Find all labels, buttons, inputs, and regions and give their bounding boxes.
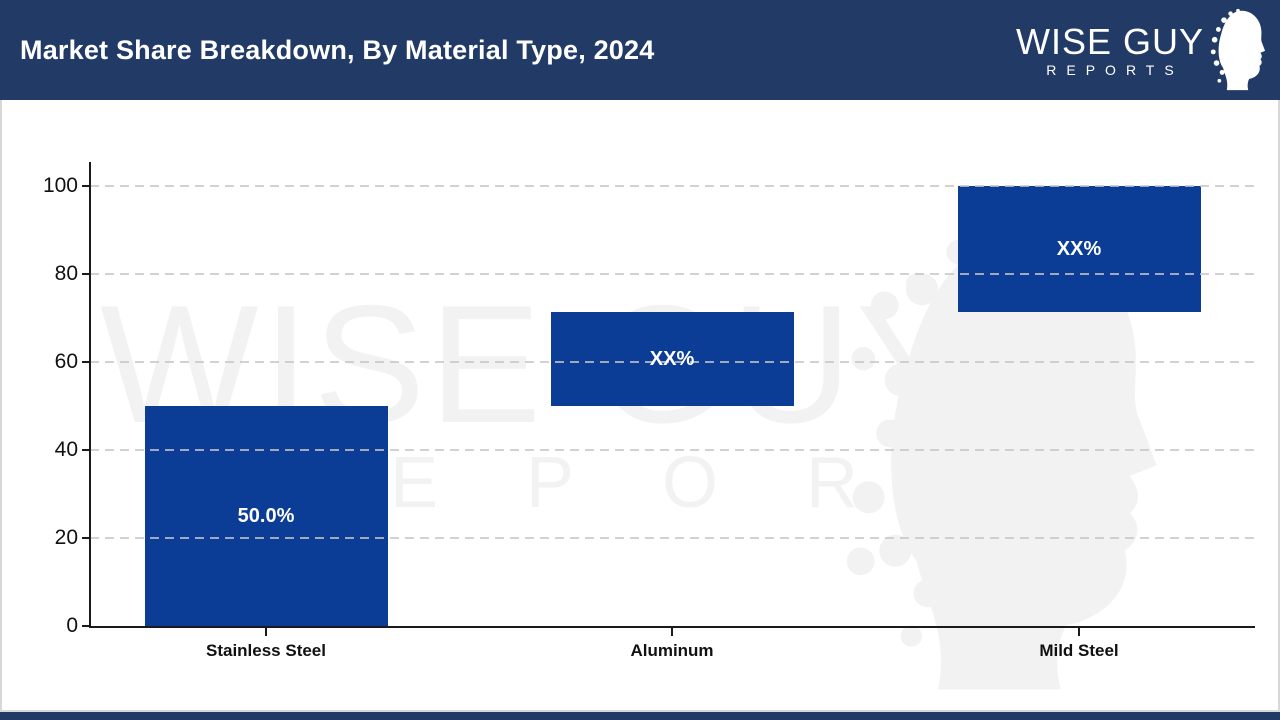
footer-bar [0, 712, 1280, 720]
y-tick-20 [82, 537, 90, 539]
x-category-label-mild-steel: Mild Steel [1039, 641, 1119, 660]
wiseguy-logo: WISE GUY REPORTS [1016, 0, 1266, 100]
x-category-label-aluminum: Aluminum [630, 641, 714, 660]
bar-stainless-steel [144, 406, 388, 626]
y-tick-80 [82, 273, 90, 275]
x-tick-stainless-steel [265, 628, 267, 636]
bar-label-stainless-steel: 50.0% [237, 505, 295, 527]
y-tick-label-40: 40 [54, 438, 78, 461]
gridline-100 [90, 185, 1258, 187]
y-tick-label-60: 60 [54, 350, 78, 373]
gridline-80 [90, 273, 1258, 275]
x-axis-line [89, 626, 1255, 628]
y-axis-line [89, 162, 91, 628]
y-tick-label-0: 0 [66, 614, 78, 637]
bar-aluminum [550, 311, 794, 406]
bar-label-mild-steel: XX% [1056, 237, 1102, 260]
y-tick-100 [82, 185, 90, 187]
y-tick-0 [82, 625, 90, 627]
gridline-60 [90, 361, 1258, 363]
y-tick-label-20: 20 [54, 526, 78, 549]
header-bar: Market Share Breakdown, By Material Type… [0, 0, 1280, 100]
y-tick-40 [82, 449, 90, 451]
y-tick-60 [82, 361, 90, 363]
bar-label-aluminum: XX% [649, 347, 695, 370]
y-tick-label-80: 80 [54, 262, 78, 285]
gridline-40 [90, 449, 1258, 451]
page-title: Market Share Breakdown, By Material Type… [20, 34, 655, 65]
logo-tagline: REPORTS [1046, 61, 1184, 78]
chart-area: WISE GUY REPORTS [0, 100, 1280, 712]
logo-name: WISE GUY [1015, 20, 1204, 62]
wiseguy-face-icon [1210, 8, 1266, 91]
gridline-20 [90, 537, 1258, 539]
wiseguy-logo-text: WISE GUY REPORTS [1015, 20, 1204, 78]
x-tick-mild-steel [1078, 628, 1080, 636]
plot-region: 0 20 40 60 80 100 50.0% XX% XX% Stainless Steel Al… [2, 100, 1278, 710]
x-category-label-stainless-steel: Stainless Steel [205, 641, 326, 660]
x-tick-aluminum [671, 628, 673, 636]
y-tick-label-100: 100 [42, 174, 78, 197]
